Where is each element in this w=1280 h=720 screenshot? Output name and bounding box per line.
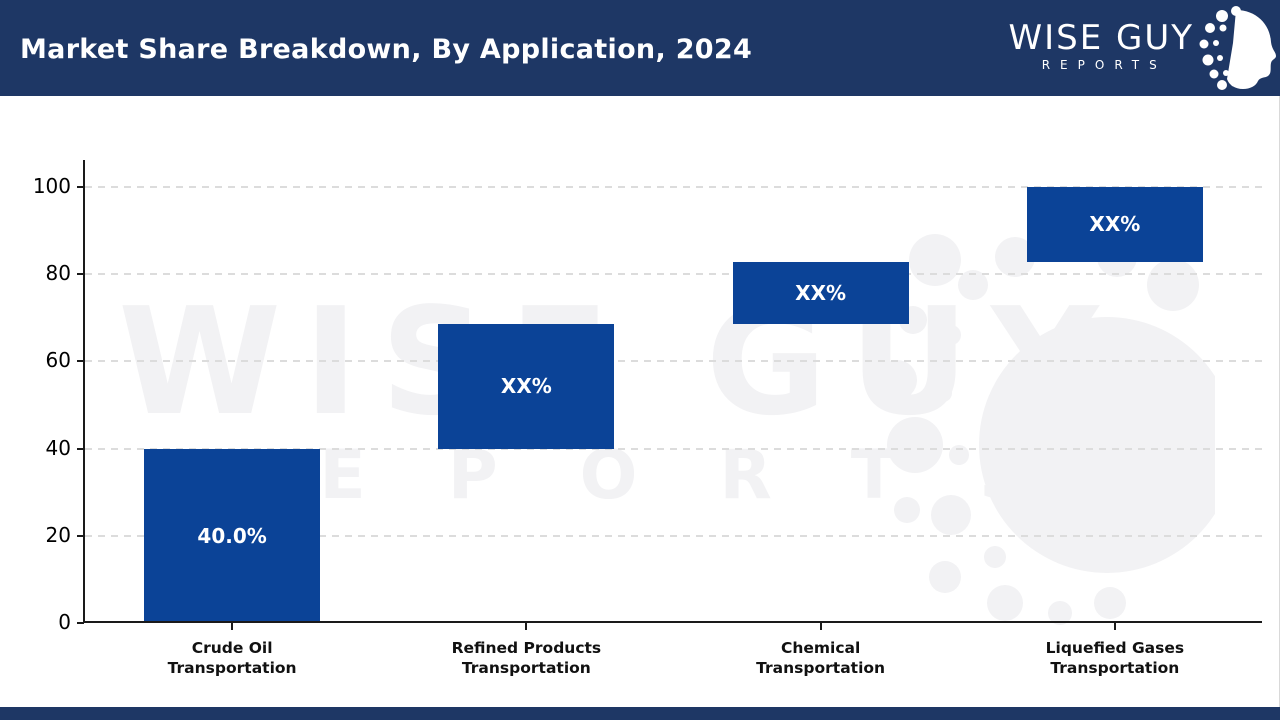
x-category-label: Crude Oil Transportation: [167, 639, 297, 677]
y-tick-label: 0: [58, 610, 71, 634]
x-axis-tick: [525, 623, 528, 630]
bar-value-label: XX%: [1089, 212, 1141, 237]
grid-line: [85, 534, 1262, 537]
y-axis-tick: [77, 186, 84, 188]
y-axis-tick: [77, 273, 84, 276]
bar: XX%: [732, 261, 909, 324]
x-category-label: Chemical Transportation: [756, 639, 886, 677]
y-axis-tick: [77, 447, 84, 450]
bar-value-label: XX%: [500, 374, 552, 399]
brand-logo: WISE GUY REPORTS: [1008, 18, 1194, 73]
grid-line: [85, 360, 1262, 363]
x-axis-tick: [231, 623, 234, 630]
header-band: Market Share Breakdown, By Application, …: [0, 0, 1280, 96]
watermark-text-line2: REPORTS: [185, 436, 1111, 515]
grid-line: [85, 447, 1262, 450]
bar-value-label: XX%: [795, 280, 847, 305]
y-tick-label: 20: [45, 522, 71, 547]
x-category-label: Refined Products Transportation: [451, 639, 602, 677]
y-tick-label: 100: [32, 174, 71, 198]
footer-band: [0, 707, 1280, 720]
x-axis-tick: [819, 623, 822, 630]
chart-title: Market Share Breakdown, By Application, …: [20, 34, 753, 65]
bar: 40.0%: [144, 448, 321, 623]
x-axis-tick: [1113, 623, 1116, 630]
bar: XX%: [438, 323, 615, 449]
y-axis-tick: [77, 534, 84, 537]
grid-line: [85, 273, 1262, 276]
grid-line: [85, 186, 1262, 188]
y-tick-label: 40: [45, 435, 71, 460]
y-tick-label: 60: [45, 348, 71, 373]
y-tick-label: 80: [45, 261, 71, 286]
y-axis-tick: [77, 360, 84, 363]
bar: XX%: [1026, 187, 1203, 262]
y-axis-tick: [77, 622, 84, 624]
brand-logo-subtitle: REPORTS: [1041, 58, 1167, 73]
bar-value-label: 40.0%: [197, 523, 267, 548]
x-category-label: Liquefied Gases Transportation: [1045, 639, 1185, 677]
x-axis-line: [83, 621, 1262, 623]
brand-logo-head-icon: [1199, 6, 1276, 90]
brand-logo-name: WISE GUY: [1008, 18, 1194, 58]
y-axis-line: [83, 160, 85, 623]
